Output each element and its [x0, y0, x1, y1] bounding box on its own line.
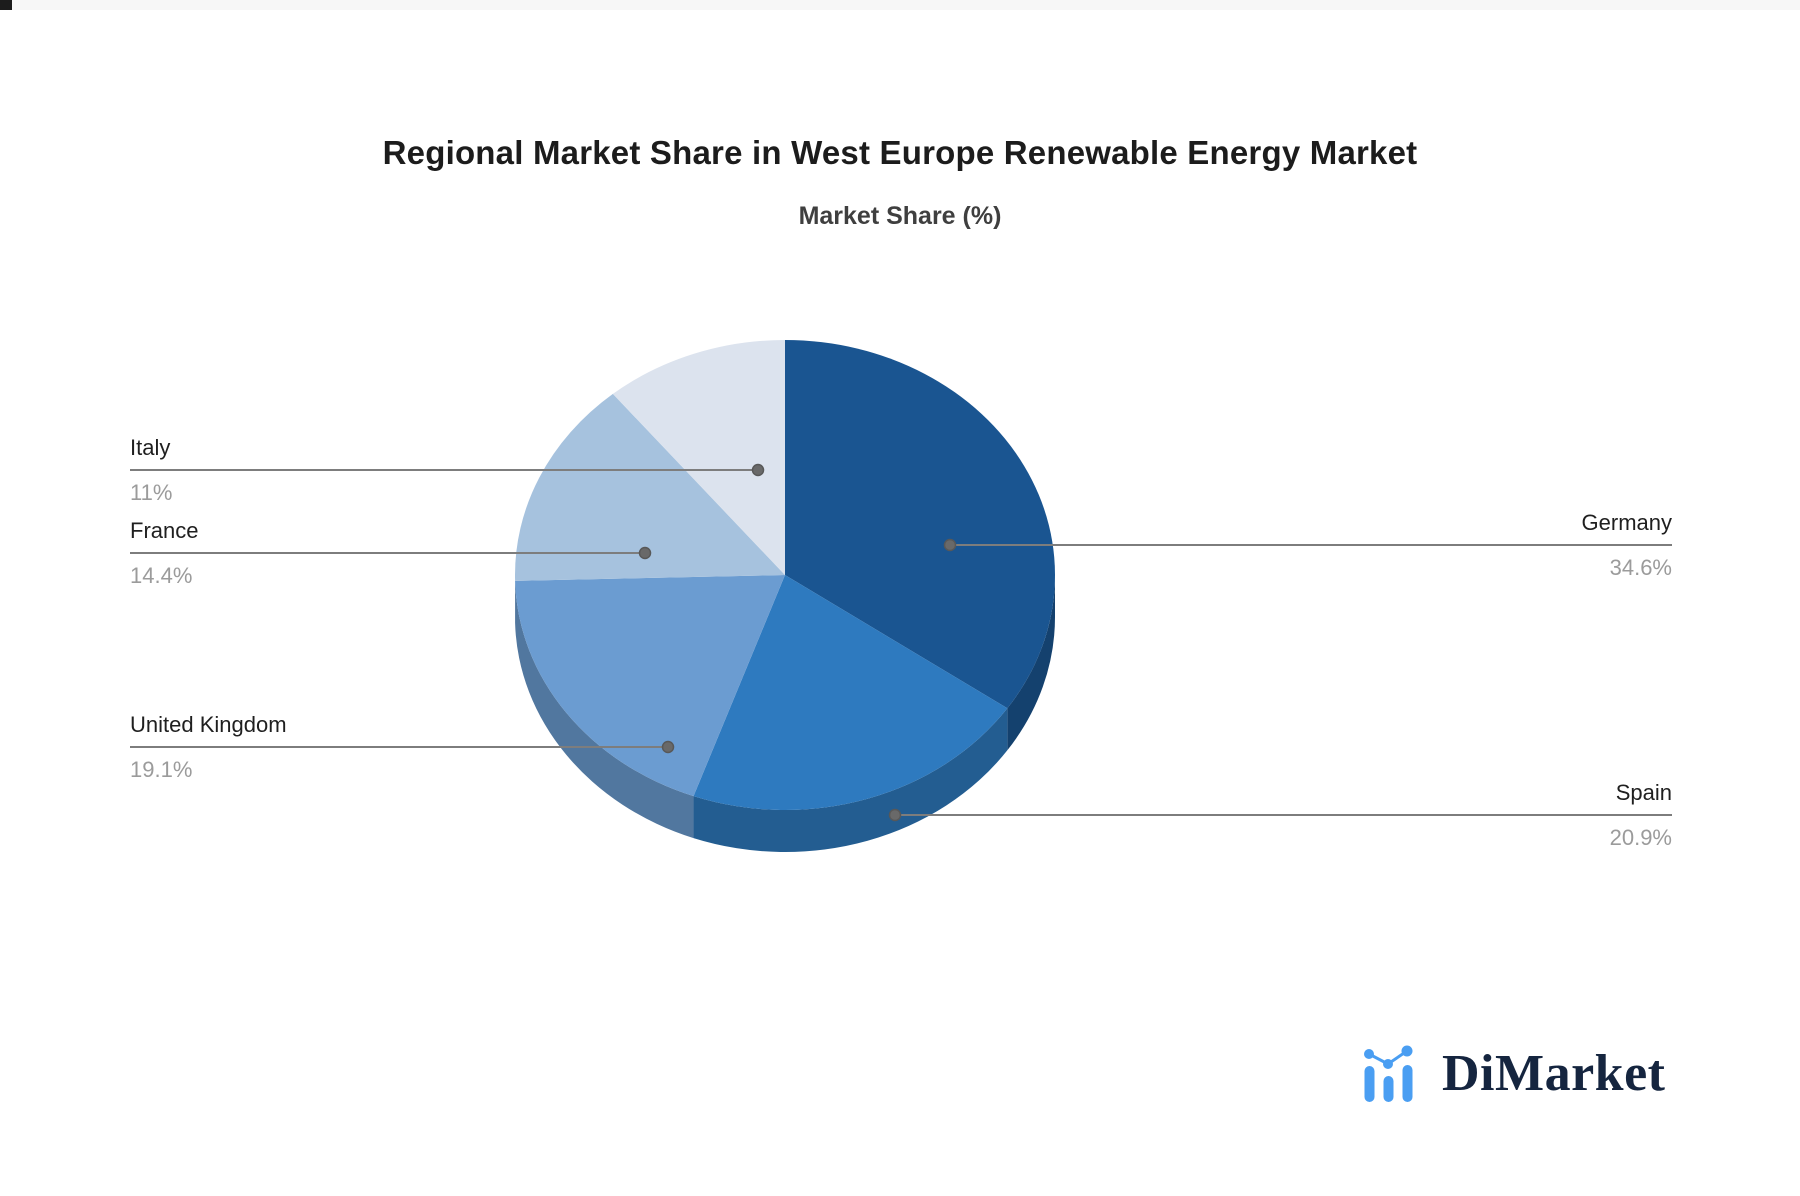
slice-value-united-kingdom: 19.1% — [130, 757, 193, 782]
leader-dot-spain — [888, 808, 902, 822]
top-strip — [0, 0, 1800, 10]
slice-value-italy: 11% — [130, 480, 173, 505]
pie-slice-united-kingdom[interactable] — [515, 575, 785, 797]
pie-slice-side-spain — [693, 708, 1008, 852]
chart-subtitle: Market Share (%) — [798, 202, 1002, 230]
chart-title: Regional Market Share in West Europe Ren… — [382, 134, 1418, 171]
slice-label-germany: Germany — [1581, 510, 1672, 535]
bar-chart-logo-icon — [1364, 1045, 1413, 1102]
slice-value-france: 14.4% — [130, 563, 193, 588]
leader-dot-united-kingdom — [661, 740, 675, 754]
slice-value-germany: 34.6% — [1609, 555, 1672, 580]
brand-logo: DiMarket — [1362, 1036, 1665, 1110]
pie-slice-side-germany — [1007, 575, 1055, 751]
slice-label-united-kingdom: United Kingdom — [130, 712, 287, 737]
pie-slice-germany[interactable] — [785, 340, 1055, 709]
leader-dot-france — [638, 546, 652, 560]
slice-value-spain: 20.9% — [1609, 825, 1672, 850]
slice-label-italy: Italy — [130, 435, 171, 460]
leader-dot-germany — [943, 538, 957, 552]
pie-slice-italy[interactable] — [612, 340, 785, 575]
slice-label-spain: Spain — [1615, 780, 1672, 805]
screen-corner-artifact — [0, 0, 12, 10]
pie-slice-side-united-kingdom — [515, 580, 694, 839]
pie-slice-spain[interactable] — [693, 575, 1008, 810]
pie-slice-france[interactable] — [515, 393, 785, 581]
slice-label-france: France — [130, 518, 199, 543]
logo-text: DiMarket — [1442, 1044, 1666, 1102]
leader-dot-italy — [751, 463, 765, 477]
